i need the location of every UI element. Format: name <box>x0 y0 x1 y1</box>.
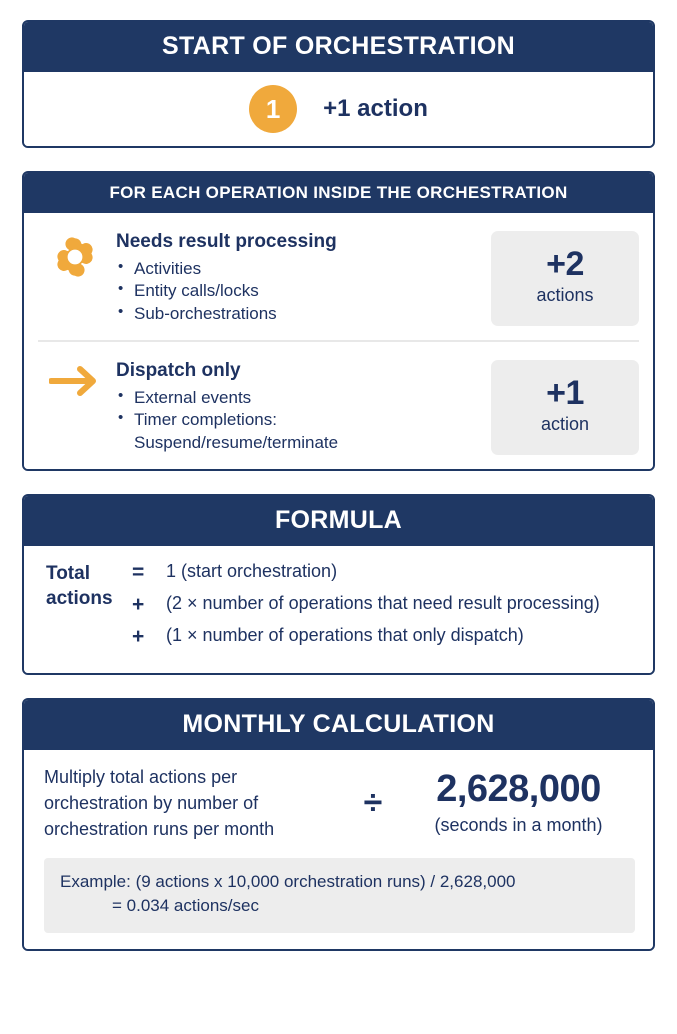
panel-formula-header: FORMULA <box>24 495 653 546</box>
monthly-value-group: 2,628,000 (seconds in a month) <box>402 768 635 836</box>
arrow-right-icon <box>38 360 112 398</box>
formula-line: = 1 (start orchestration) <box>132 560 635 586</box>
operation-bullet-list: Activities Entity calls/locks Sub-orches… <box>116 257 477 325</box>
panel-monthly-calculation: MONTHLY CALCULATION Multiply total actio… <box>22 697 655 952</box>
panel-start-header: START OF ORCHESTRATION <box>24 22 653 72</box>
panel-operations-header: FOR EACH OPERATION INSIDE THE ORCHESTRAT… <box>24 173 653 213</box>
start-action-label: +1 action <box>323 95 428 122</box>
seconds-in-month-caption: (seconds in a month) <box>434 815 603 836</box>
panel-operations-body: Needs result processing Activities Entit… <box>24 213 653 469</box>
panel-formula: FORMULA Total actions = 1 (start orchest… <box>22 493 655 675</box>
example-line-1: Example: (9 actions x 10,000 orchestrati… <box>60 871 516 891</box>
formula-operator: + <box>132 625 145 649</box>
formula-label-line1: Total <box>46 562 90 584</box>
gear-icon <box>38 231 112 279</box>
formula-operator: = <box>132 560 145 584</box>
panel-start-of-orchestration: START OF ORCHESTRATION 1 +1 action <box>22 20 655 148</box>
divide-icon: ÷ <box>363 783 383 822</box>
formula-text: (2 × number of operations that need resu… <box>166 593 600 613</box>
operation-title: Needs result processing <box>116 231 337 252</box>
panel-for-each-operation: FOR EACH OPERATION INSIDE THE ORCHESTRAT… <box>22 171 655 471</box>
formula-text: 1 (start orchestration) <box>166 560 338 581</box>
list-item: Timer completions: Suspend/resume/termin… <box>116 408 477 454</box>
example-box: Example: (9 actions x 10,000 orchestrati… <box>44 857 635 934</box>
list-item: Entity calls/locks <box>116 279 477 302</box>
list-item-continuation: Suspend/resume/terminate <box>134 432 339 452</box>
panel-monthly-body: Multiply total actions per orchestration… <box>24 749 653 950</box>
badge-number-one: 1 <box>249 85 298 133</box>
list-item: External events <box>116 386 477 409</box>
operation-title: Dispatch only <box>116 359 241 381</box>
monthly-top-row: Multiply total actions per orchestration… <box>44 764 635 842</box>
list-item: Sub-orchestrations <box>116 302 477 325</box>
operation-row-dispatch-only: Dispatch only External events Timer comp… <box>38 339 639 469</box>
count-value: +1 <box>546 373 584 412</box>
count-unit: actions <box>536 284 594 305</box>
formula-text: (1 × number of operations that only disp… <box>166 625 524 646</box>
formula-label-line2: actions <box>46 588 113 610</box>
formula-lines: = 1 (start orchestration) + (2 × number … <box>132 560 635 657</box>
formula-line: + (1 × number of operations that only di… <box>132 624 635 650</box>
count-box-plus-one: +1 action <box>491 359 639 455</box>
count-unit: action <box>540 413 590 434</box>
list-item-label: Timer completions: <box>134 410 277 430</box>
panel-start-body: 1 +1 action <box>24 72 653 146</box>
operation-text-result-processing: Needs result processing Activities Entit… <box>116 231 487 325</box>
formula-left-label: Total actions <box>46 560 132 612</box>
seconds-in-month-value: 2,628,000 <box>436 768 601 811</box>
formula-line: + (2 × number of operations that need re… <box>132 592 635 618</box>
panel-formula-body: Total actions = 1 (start orchestration) … <box>24 545 653 673</box>
operation-text-dispatch-only: Dispatch only External events Timer comp… <box>116 360 487 454</box>
count-value: +2 <box>546 245 584 283</box>
formula-operator: + <box>132 593 145 616</box>
count-box-plus-two: +2 actions <box>491 231 639 326</box>
operation-bullet-list: External events Timer completions: Suspe… <box>116 386 477 454</box>
list-item: Activities <box>116 257 477 280</box>
example-line-2: = 0.034 actions/sec <box>112 896 259 916</box>
panel-monthly-header: MONTHLY CALCULATION <box>24 699 653 750</box>
operation-row-result-processing: Needs result processing Activities Entit… <box>38 213 639 340</box>
monthly-description: Multiply total actions per orchestration… <box>44 766 275 839</box>
